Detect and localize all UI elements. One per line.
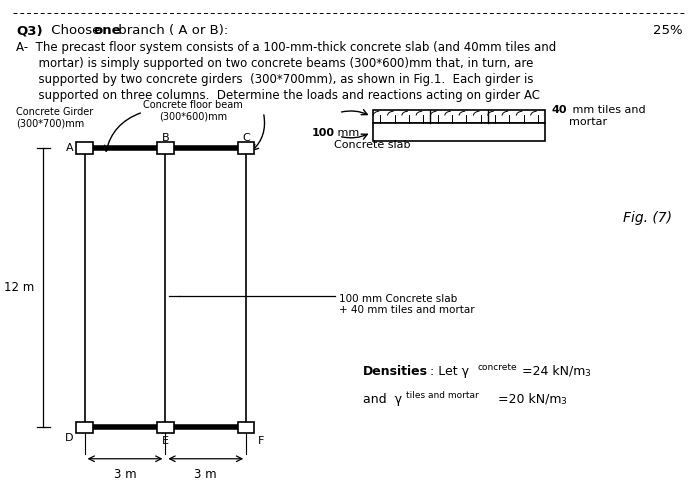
Bar — [158, 422, 174, 433]
Text: : Let γ: : Let γ — [426, 365, 469, 378]
Text: E: E — [162, 436, 169, 446]
Text: supported by two concrete girders  (300*700mm), as shown in Fig.1.  Each girder : supported by two concrete girders (300*7… — [16, 72, 533, 86]
Text: 100: 100 — [312, 128, 335, 138]
Bar — [373, 123, 545, 141]
Bar — [158, 142, 174, 154]
Text: D: D — [65, 433, 74, 443]
Bar — [238, 142, 254, 154]
Text: tiles and mortar: tiles and mortar — [405, 391, 478, 400]
Text: supported on three columns.  Determine the loads and reactions acting on girder : supported on three columns. Determine th… — [16, 88, 540, 102]
Text: mm tiles and
mortar: mm tiles and mortar — [569, 105, 645, 126]
Text: 25%: 25% — [653, 24, 682, 37]
Bar — [76, 422, 93, 433]
Text: one: one — [93, 24, 120, 37]
Text: A-  The precast floor system consists of a 100-mm-thick concrete slab (and 40mm : A- The precast floor system consists of … — [16, 41, 556, 54]
Text: A: A — [66, 143, 74, 153]
Text: mortar) is simply supported on two concrete beams (300*600)mm that, in turn, are: mortar) is simply supported on two concr… — [16, 57, 533, 70]
Text: 3 m: 3 m — [113, 469, 136, 482]
Text: Concrete floor beam
(300*600)mm: Concrete floor beam (300*600)mm — [143, 100, 243, 122]
Text: Choose: Choose — [47, 24, 104, 37]
Text: Fig. (7): Fig. (7) — [623, 211, 672, 225]
Bar — [238, 422, 254, 433]
Text: =20 kN/m: =20 kN/m — [498, 393, 562, 406]
Text: 3: 3 — [560, 397, 566, 406]
Bar — [76, 142, 93, 154]
Bar — [373, 110, 545, 123]
Text: 100 mm Concrete slab
+ 40 mm tiles and mortar: 100 mm Concrete slab + 40 mm tiles and m… — [339, 294, 475, 315]
Text: 3 m: 3 m — [195, 469, 217, 482]
Text: B: B — [162, 133, 169, 142]
Text: =24 kN/m: =24 kN/m — [522, 365, 586, 378]
Text: and  γ: and γ — [363, 393, 402, 406]
Text: Q3): Q3) — [16, 24, 43, 37]
Text: 3: 3 — [584, 369, 590, 378]
Text: Concrete Girder
(300*700)mm: Concrete Girder (300*700)mm — [16, 107, 93, 129]
Text: C: C — [242, 133, 250, 142]
Text: 40: 40 — [552, 105, 568, 115]
Text: Densities: Densities — [363, 365, 428, 378]
Text: 12 m: 12 m — [4, 281, 34, 295]
Text: concrete: concrete — [477, 363, 517, 372]
Text: F: F — [258, 436, 265, 446]
Text: mm
Concrete slab: mm Concrete slab — [334, 128, 411, 150]
Text: branch ( A or B):: branch ( A or B): — [114, 24, 228, 37]
